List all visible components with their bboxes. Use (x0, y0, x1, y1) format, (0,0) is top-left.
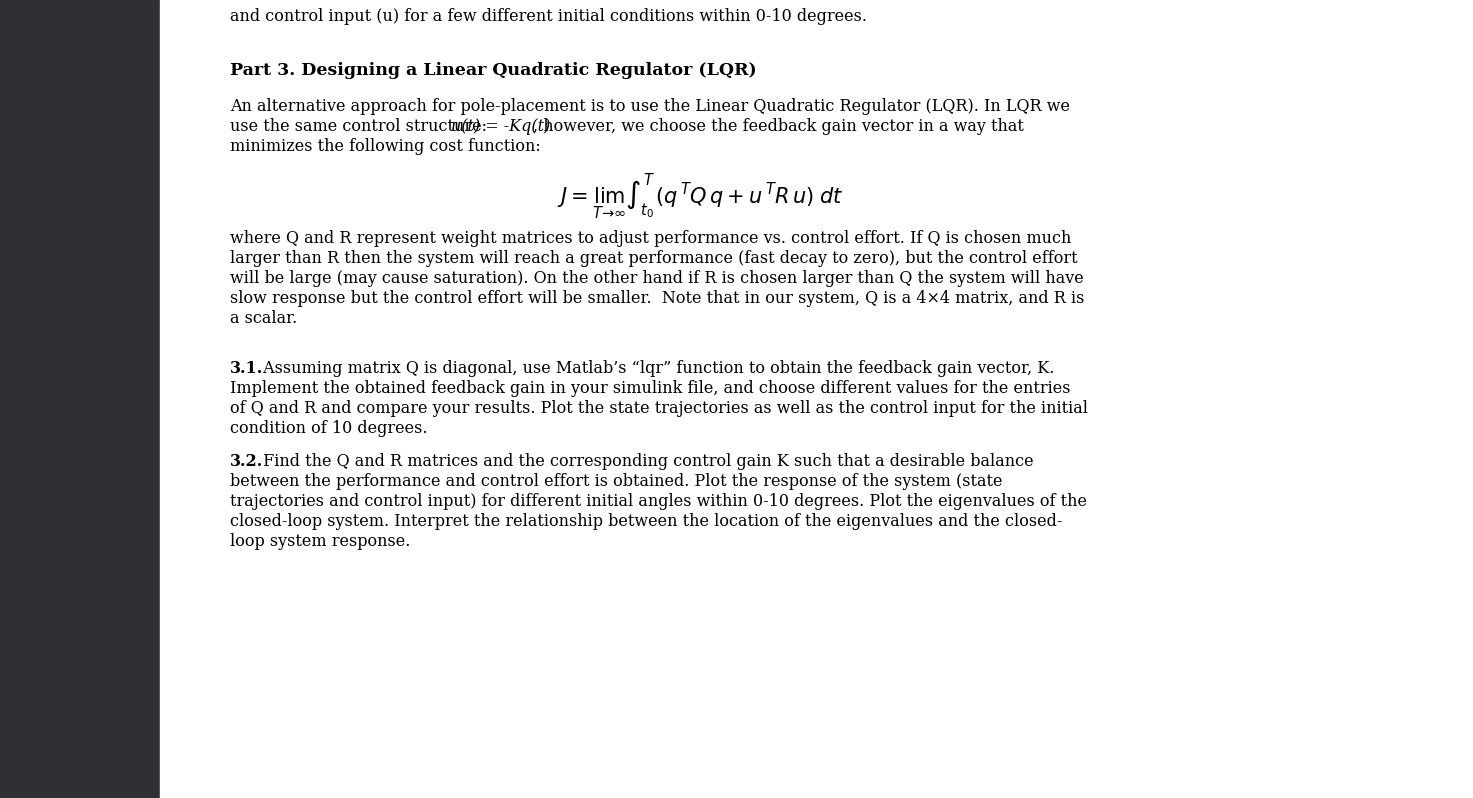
Text: use the same control structure:: use the same control structure: (230, 118, 492, 135)
Text: loop system response.: loop system response. (230, 533, 411, 550)
Text: larger than R then the system will reach a great performance (fast decay to zero: larger than R then the system will reach… (230, 250, 1078, 267)
Text: $J = \lim_{T \to \infty} \int_{t_0}^{T} (q^{\,T}Q\,q + u^{\,T}R\,u)\; dt$: $J = \lim_{T \to \infty} \int_{t_0}^{T} … (557, 172, 844, 222)
Text: An alternative approach for pole-placement is to use the Linear Quadratic Regula: An alternative approach for pole-placeme… (230, 98, 1069, 115)
Text: where Q and R represent weight matrices to adjust performance vs. control effort: where Q and R represent weight matrices … (230, 230, 1071, 247)
Text: of Q and R and compare your results. Plot the state trajectories as well as the : of Q and R and compare your results. Plo… (230, 400, 1089, 417)
Text: Find the Q and R matrices and the corresponding control gain K such that a desir: Find the Q and R matrices and the corres… (258, 453, 1033, 470)
Text: between the performance and control effort is obtained. Plot the response of the: between the performance and control effo… (230, 473, 1003, 490)
Text: trajectories and control input) for different initial angles within 0-10 degrees: trajectories and control input) for diff… (230, 493, 1087, 510)
Text: 3.1.: 3.1. (230, 360, 264, 377)
Text: slow response but the control effort will be smaller.  Note that in our system, : slow response but the control effort wil… (230, 290, 1084, 307)
Text: 3.2.: 3.2. (230, 453, 264, 470)
Bar (161, 0, 1473, 798)
Text: and control input (u) for a few different initial conditions within 0-10 degrees: and control input (u) for a few differen… (230, 8, 868, 25)
Text: a scalar.: a scalar. (230, 310, 298, 327)
Bar (0, 0, 161, 798)
Text: Assuming matrix Q is diagonal, use Matlab’s “lqr” function to obtain the feedbac: Assuming matrix Q is diagonal, use Matla… (258, 360, 1055, 377)
Text: minimizes the following cost function:: minimizes the following cost function: (230, 138, 541, 155)
Text: , however, we choose the feedback gain vector in a way that: , however, we choose the feedback gain v… (533, 118, 1024, 135)
Text: Implement the obtained feedback gain in your simulink file, and choose different: Implement the obtained feedback gain in … (230, 380, 1071, 397)
Text: condition of 10 degrees.: condition of 10 degrees. (230, 420, 427, 437)
Text: will be large (may cause saturation). On the other hand if R is chosen larger th: will be large (may cause saturation). On… (230, 270, 1084, 287)
Text: u(t) = -Kq(t): u(t) = -Kq(t) (451, 118, 549, 135)
Text: closed-loop system. Interpret the relationship between the location of the eigen: closed-loop system. Interpret the relati… (230, 513, 1062, 530)
Text: Part 3. Designing a Linear Quadratic Regulator (LQR): Part 3. Designing a Linear Quadratic Reg… (230, 62, 757, 79)
